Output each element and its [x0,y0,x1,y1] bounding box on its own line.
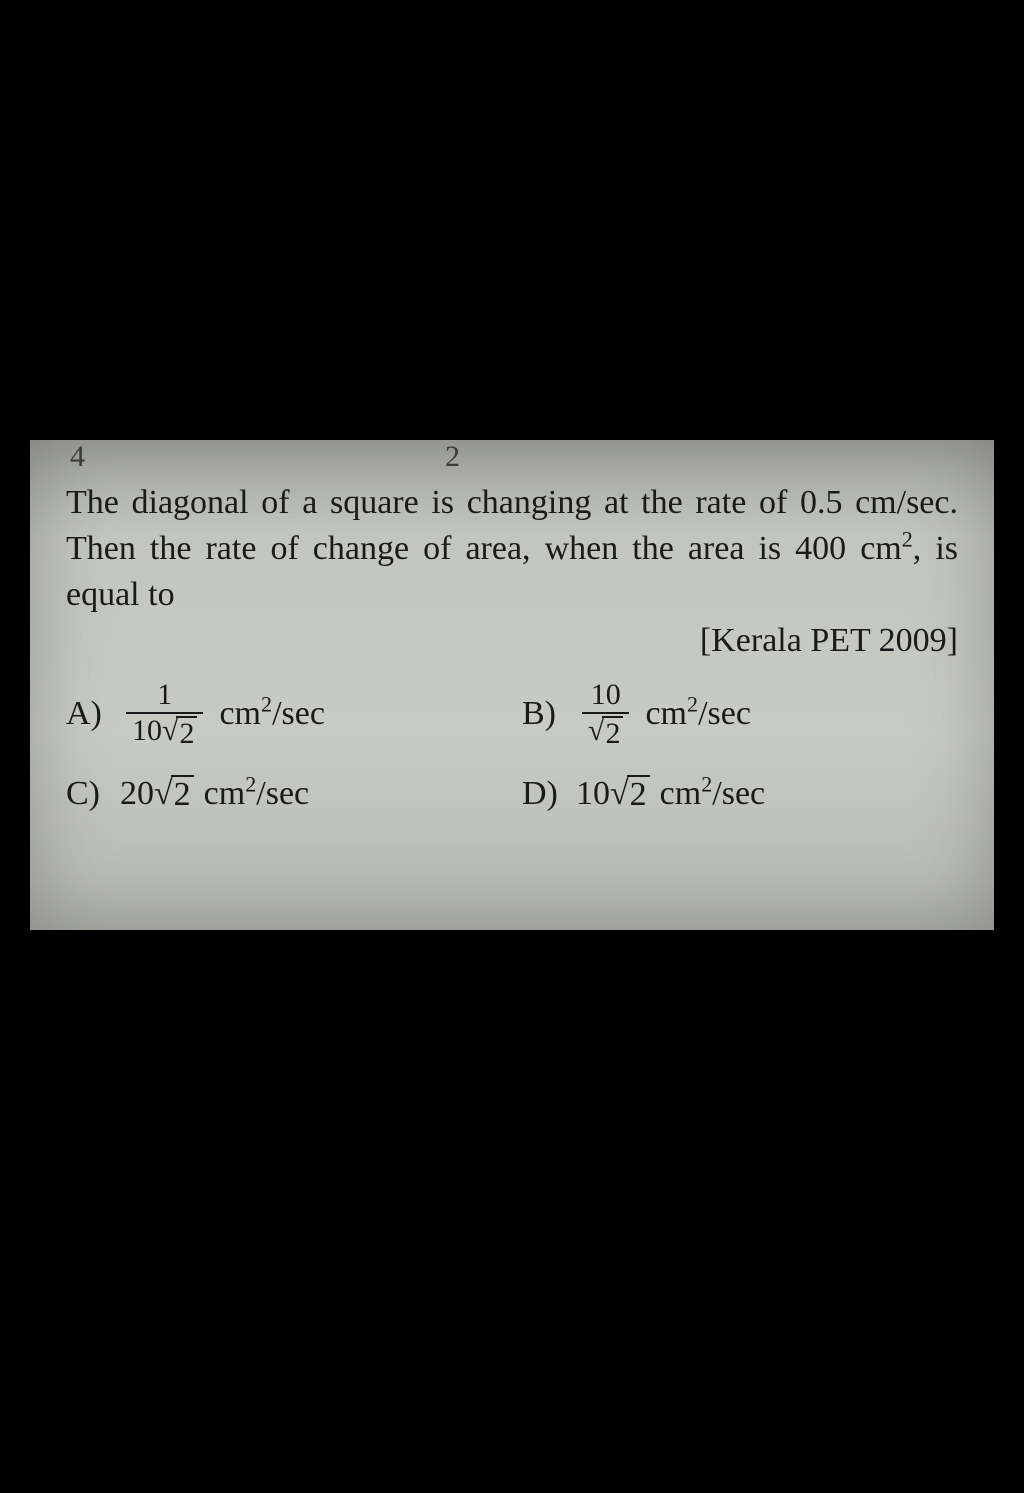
sqrt-icon: 2 [154,775,194,813]
options-grid: A) 1 102 cm2/sec B) 10 2 cm2/sec C) 202 [30,670,994,824]
fragment-left: 4 [70,440,85,474]
sqrt-icon: 2 [162,716,197,750]
option-d-unit: cm2/sec [660,775,765,813]
question-text: The diagonal of a square is changing at … [30,474,994,620]
option-b-fraction: 10 2 [582,680,629,750]
fragment-right: 2 [445,440,460,474]
option-c: C) 202 cm2/sec [66,775,502,813]
option-a-unit: cm2/sec [219,695,324,733]
option-a-denominator: 102 [126,712,203,750]
option-b: B) 10 2 cm2/sec [522,680,958,750]
sqrt-icon: 2 [588,716,623,750]
previous-question-fragments: 4 2 [30,440,994,474]
sqrt-icon: 2 [610,775,650,813]
option-b-numerator: 10 [585,680,627,712]
option-c-expression: 202 [120,775,194,813]
option-a-label: A) [66,695,120,733]
option-d: D) 102 cm2/sec [522,775,958,813]
option-a-numerator: 1 [151,680,178,712]
option-b-unit: cm2/sec [645,695,750,733]
option-d-label: D) [522,775,576,813]
option-a: A) 1 102 cm2/sec [66,680,502,750]
option-c-label: C) [66,775,120,813]
option-c-unit: cm2/sec [204,775,309,813]
option-a-fraction: 1 102 [126,680,203,750]
option-b-denominator: 2 [582,712,629,750]
question-paper-region: 4 2 The diagonal of a square is changing… [30,440,994,930]
option-d-expression: 102 [576,775,650,813]
option-b-label: B) [522,695,576,733]
exam-source: [Kerala PET 2009] [30,620,994,670]
